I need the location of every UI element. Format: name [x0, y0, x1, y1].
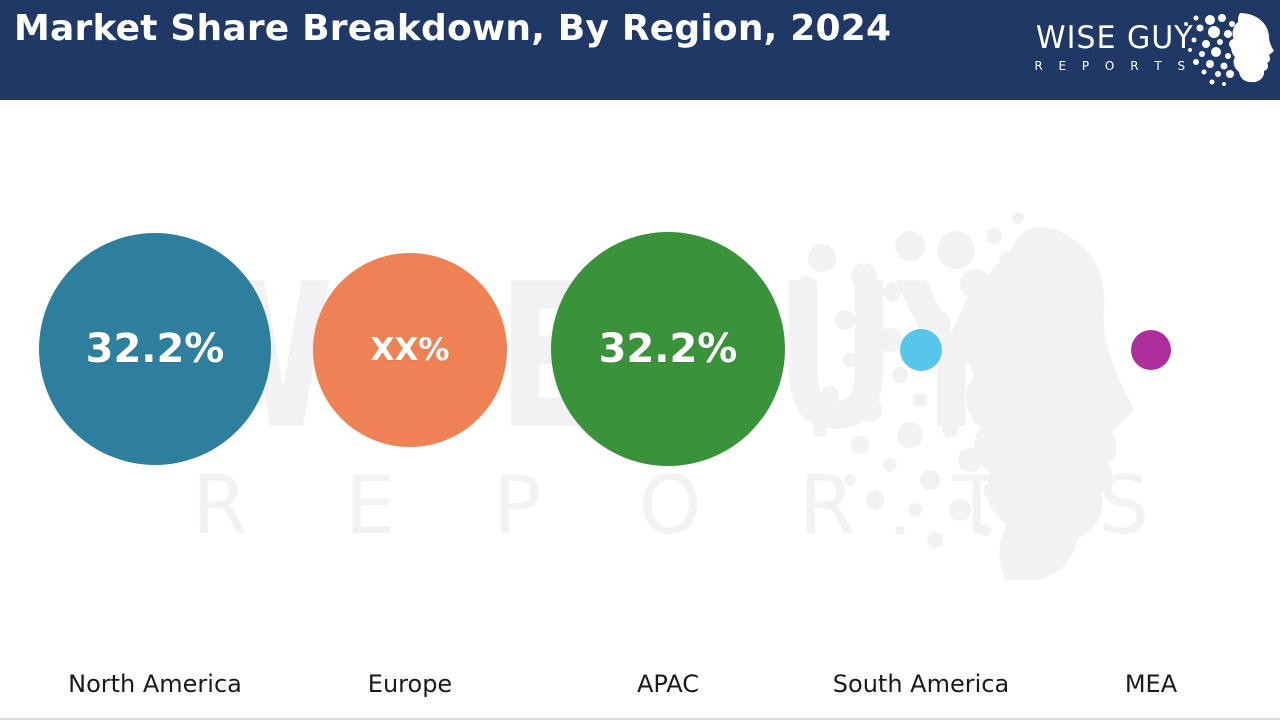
bottom-divider — [0, 718, 1280, 720]
brand-logo-text: WISE GUY R E P O R T S — [1031, 20, 1194, 73]
bubble-value-label: XX% — [370, 332, 450, 368]
bubble-south-america — [900, 329, 942, 371]
head-silhouette-icon — [1184, 13, 1274, 86]
category-label-south-america: South America — [832, 670, 1010, 698]
bubble-europe: XX% — [313, 253, 507, 447]
bubble-chart: WISE GUY R E P O R T S 32.2% — [0, 100, 1280, 720]
category-label-europe: Europe — [367, 670, 453, 698]
brand-tagline: R E P O R T S — [1034, 59, 1192, 73]
brand-logo: WISE GUY R E P O R T S — [1016, 4, 1276, 96]
bubble-mea — [1131, 330, 1171, 370]
brand-name: WISE GUY — [1036, 20, 1194, 56]
bubble-value-label: 32.2% — [598, 326, 738, 372]
bubble-value-label: 32.2% — [85, 326, 225, 372]
bubble-apac: 32.2% — [551, 232, 785, 466]
category-label-apac: APAC — [636, 670, 700, 698]
watermark-head-silhouette — [794, 212, 1134, 580]
bubble-north-america: 32.2% — [39, 233, 271, 465]
page-title: Market Share Breakdown, By Region, 2024 — [14, 8, 892, 49]
header-bar: Market Share Breakdown, By Region, 2024 … — [0, 0, 1280, 100]
category-label-north-america: North America — [68, 670, 242, 698]
category-label-mea: MEA — [1124, 670, 1178, 698]
